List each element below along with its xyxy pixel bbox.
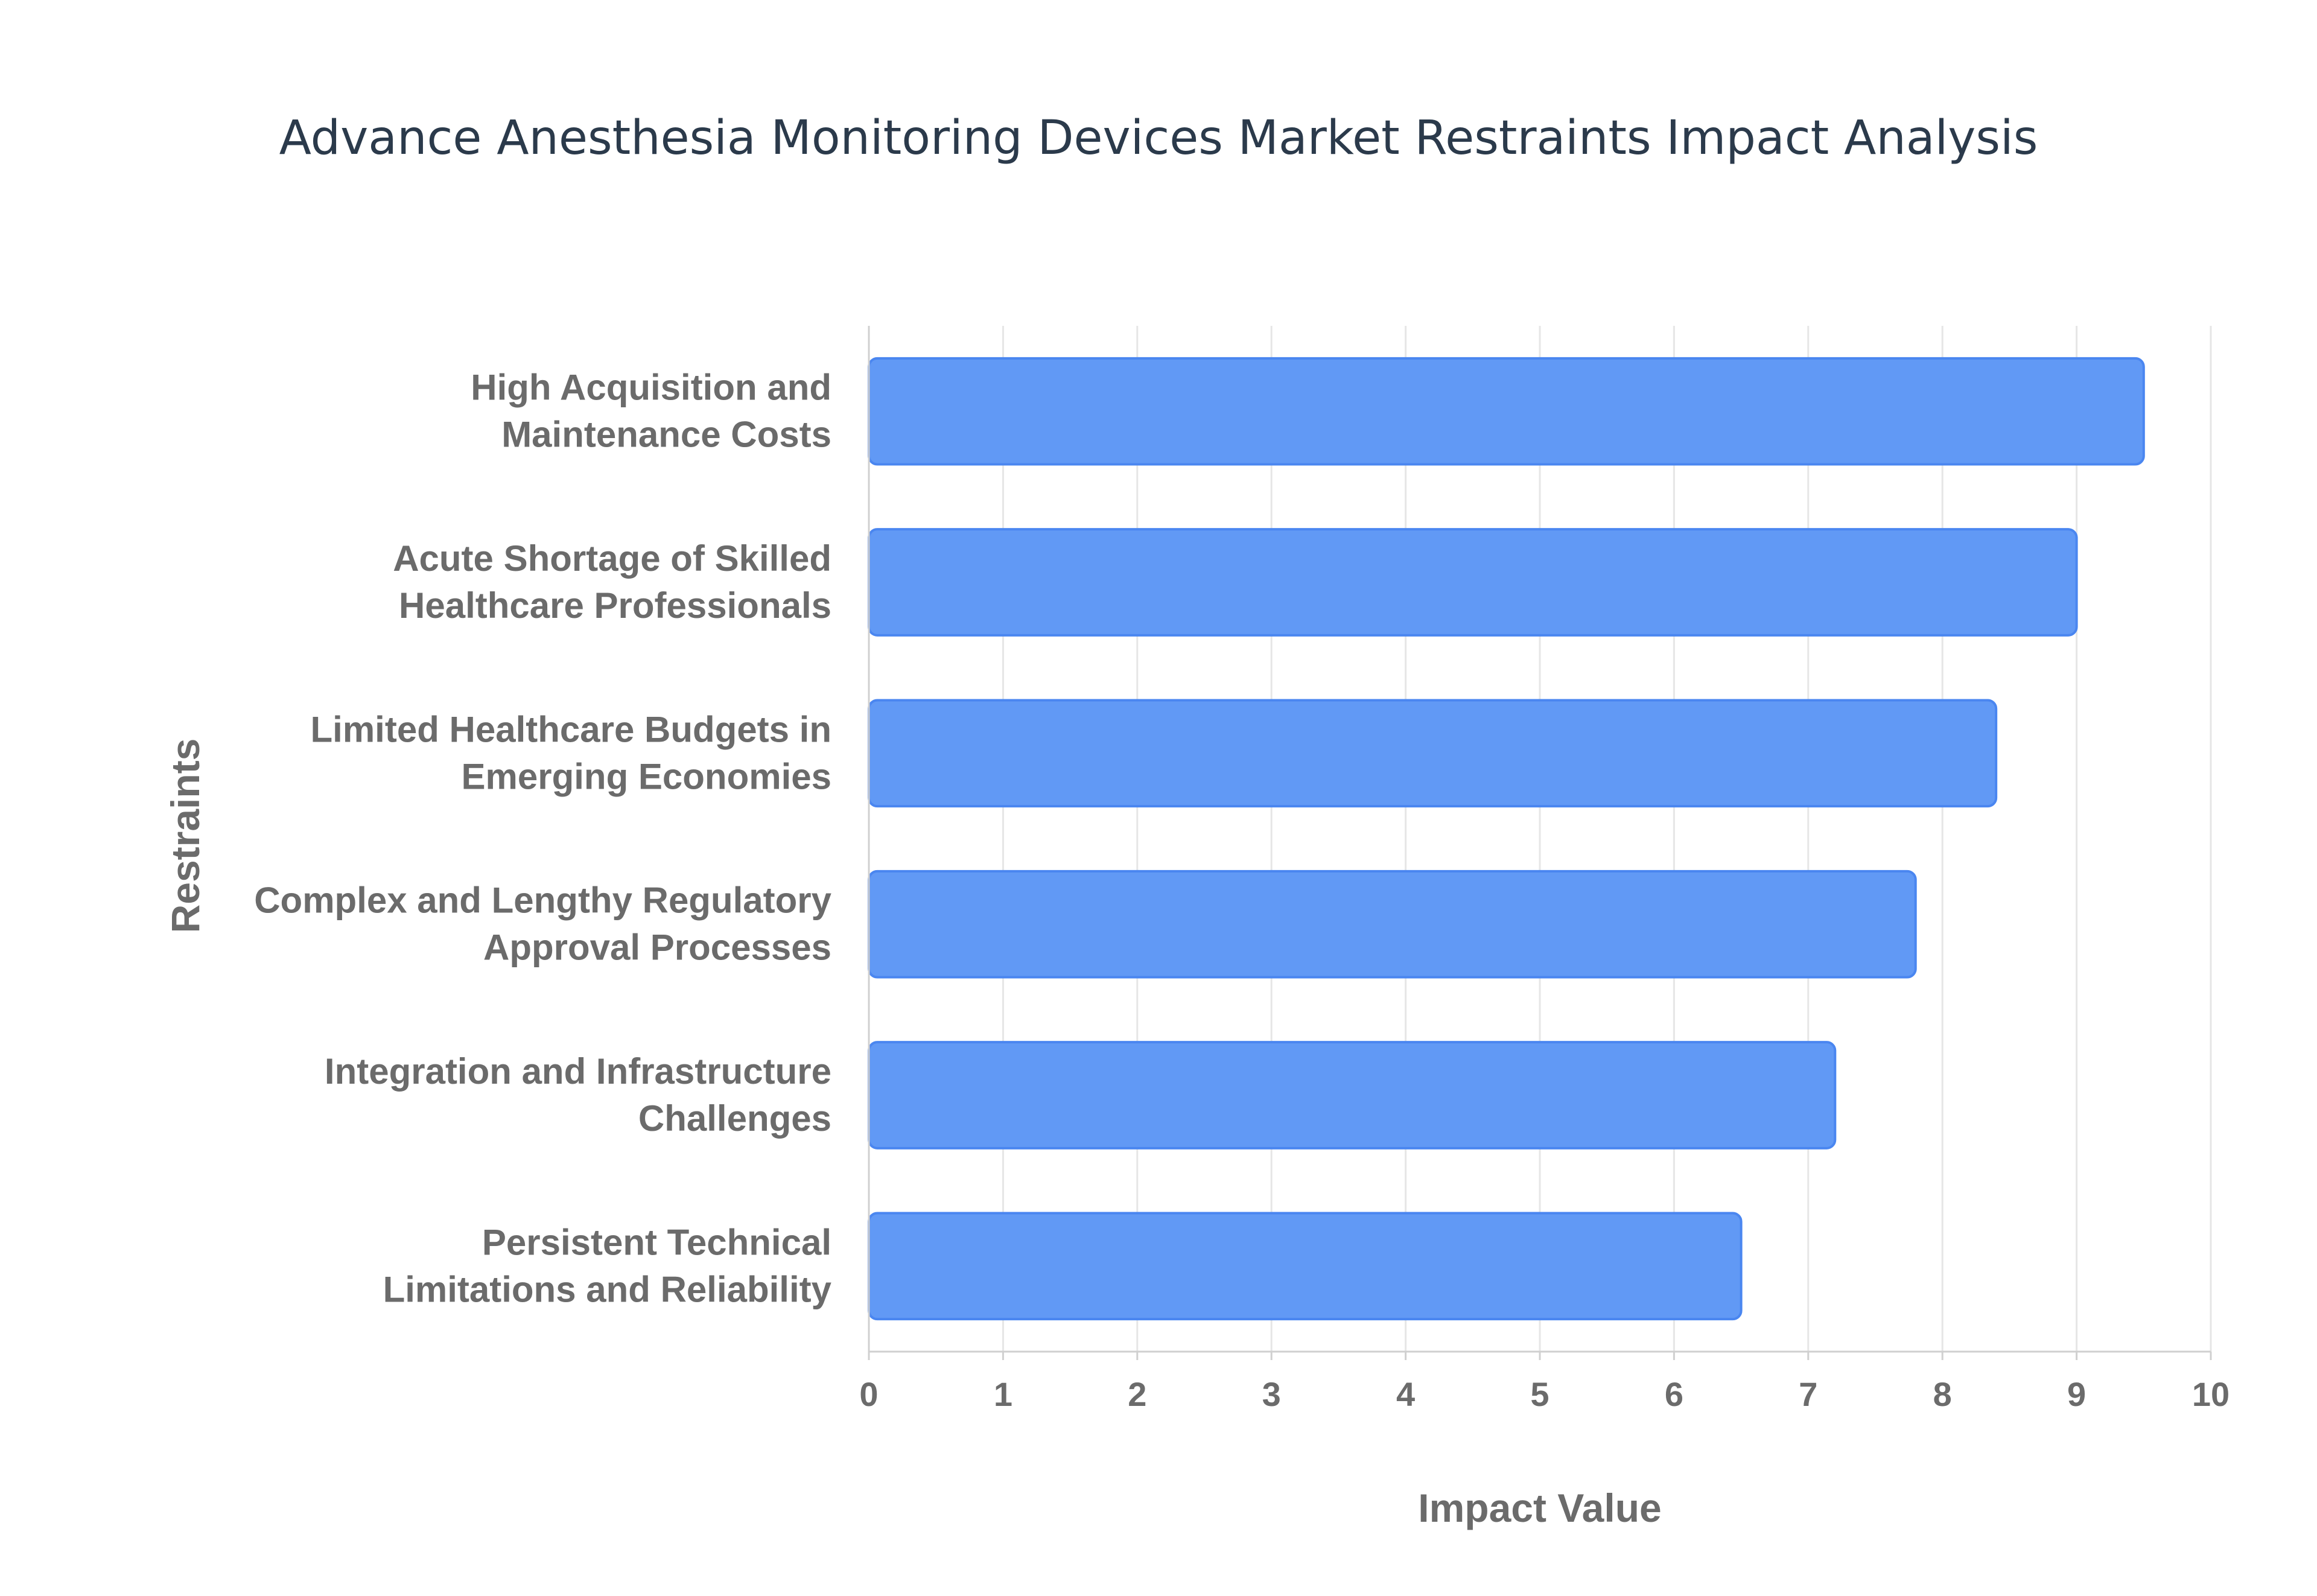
bar (868, 870, 1917, 979)
x-tick-label: 7 (1799, 1375, 1817, 1413)
x-tick-label: 3 (1262, 1375, 1281, 1413)
bar (868, 699, 1998, 808)
x-tick-label: 8 (1933, 1375, 1952, 1413)
bars (868, 357, 2145, 1321)
x-tick-label: 5 (1530, 1375, 1549, 1413)
category-label-line: Limitations and Reliability (383, 1269, 832, 1309)
category-label: Acute Shortage of Skilled Healthcare Prof… (393, 538, 831, 626)
category-label-line: Approval Processes (483, 927, 831, 968)
category-labels: High Acquisition and Maintenance Costs Acu… (254, 367, 831, 1310)
bar (868, 1041, 1837, 1149)
category-label-line: Emerging Economies (462, 756, 831, 796)
category-label-line: Acute Shortage of Skilled (393, 538, 831, 579)
chart-title: Advance Anesthesia Monitoring Devices Ma… (279, 111, 2038, 165)
x-tick-label: 4 (1396, 1375, 1415, 1413)
x-tick-label: 2 (1128, 1375, 1146, 1413)
category-label: Complex and Lengthy Regulatory Approval P… (254, 880, 831, 968)
category-label-line: High Acquisition and (471, 367, 831, 408)
y-axis-title: Restraints (163, 739, 208, 933)
category-label-line: Integration and Infrastructure (325, 1051, 831, 1092)
axes (868, 326, 2212, 1360)
category-label-line: Complex and Lengthy Regulatory (254, 880, 831, 921)
category-label: Limited Healthcare Budgets in Emerging Ec… (311, 709, 832, 796)
x-tick-label: 0 (859, 1375, 878, 1413)
x-tick-label: 10 (2192, 1375, 2230, 1413)
grid-lines (1002, 326, 2212, 1352)
category-label-line: Limited Healthcare Budgets in (311, 709, 832, 749)
category-label: Integration and Infrastructure Challenges (325, 1051, 831, 1139)
category-label-line: Maintenance Costs (501, 415, 831, 455)
category-label: Persistent Technical Limitations and Reli… (383, 1222, 832, 1309)
category-label-line: Challenges (638, 1098, 831, 1139)
x-axis-title: Impact Value (1418, 1486, 1662, 1530)
category-label-line: Persistent Technical (482, 1222, 831, 1262)
x-tick-label: 6 (1665, 1375, 1683, 1413)
x-tick-labels: 0 1 2 3 4 5 6 7 8 9 10 (859, 1375, 2230, 1413)
bar (868, 1212, 1743, 1321)
x-tick-label: 9 (2067, 1375, 2086, 1413)
x-tick-label: 1 (994, 1375, 1012, 1413)
category-label: High Acquisition and Maintenance Costs (471, 367, 831, 455)
category-label-line: Healthcare Professionals (399, 585, 831, 626)
bar (868, 528, 2078, 637)
bar (868, 357, 2145, 466)
